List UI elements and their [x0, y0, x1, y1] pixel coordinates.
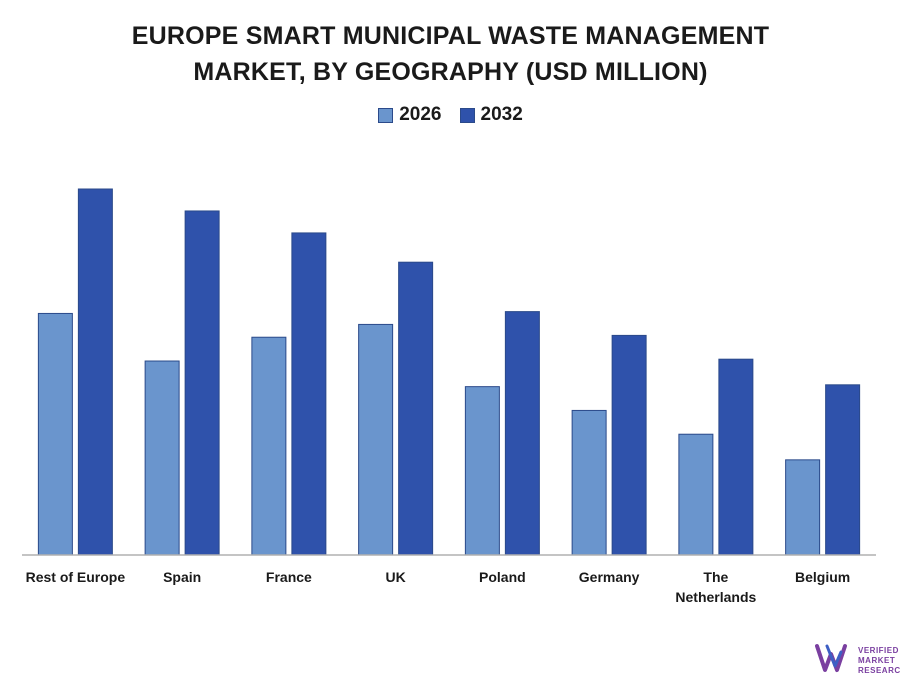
bar-2032-belgium	[825, 384, 861, 556]
x-tick-label-the-netherlands: The Netherlands	[675, 569, 756, 605]
bar-2032-germany	[611, 334, 647, 556]
bar-2026-poland	[464, 386, 500, 556]
bar-2032-france	[291, 232, 327, 556]
bars-group	[37, 188, 861, 556]
x-tick-label-rest-of-europe: Rest of Europe	[26, 569, 126, 585]
legend-item-2032: 2032	[459, 104, 523, 126]
x-tick-label-poland: Poland	[479, 569, 526, 585]
bar-2032-the-netherlands	[718, 358, 754, 556]
x-tick-label-uk: UK	[386, 569, 406, 585]
logo-text-line-2: MARKET	[858, 656, 896, 665]
bar-2026-belgium	[785, 459, 821, 556]
bar-2026-france	[251, 336, 287, 556]
x-tick-label-belgium: Belgium	[795, 569, 850, 585]
bar-2032-uk	[398, 261, 434, 556]
logo-text: VERIFIED MARKET RESEARCH	[858, 646, 901, 676]
legend-item-2026: 2026	[378, 104, 442, 126]
bar-2026-spain	[144, 360, 180, 556]
bar-2032-poland	[504, 311, 540, 556]
legend-label-2032: 2032	[480, 104, 523, 125]
x-tick-label-germany: Germany	[579, 569, 640, 585]
x-tick-label-spain: Spain	[163, 569, 201, 585]
legend: 2026 2032	[0, 104, 901, 126]
legend-label-2026: 2026	[399, 104, 442, 125]
bar-2032-spain	[184, 210, 220, 556]
bar-2026-the-netherlands	[678, 433, 714, 556]
bar-2026-uk	[358, 323, 394, 556]
legend-swatch-2032	[459, 107, 475, 123]
logo-text-line-3: RESEARCH	[858, 666, 901, 675]
x-tick-labels: Rest of Europe Spain France UK Poland Germany…	[26, 569, 851, 605]
logo-icon	[815, 644, 847, 672]
bar-2026-rest-of-europe	[37, 312, 73, 556]
chart-title-line-2: MARKET, BY GEOGRAPHY (USD MILLION)	[193, 58, 708, 86]
x-tick-label-france: France	[266, 569, 312, 585]
bar-2032-rest-of-europe	[77, 188, 113, 556]
logo-text-line-1: VERIFIED	[858, 646, 899, 655]
bar-2026-germany	[571, 409, 607, 556]
chart-title: EUROPE SMART MUNICIPAL WASTE MANAGEMENT …	[0, 18, 901, 90]
legend-swatch-2026	[378, 107, 394, 123]
chart-title-line-1: EUROPE SMART MUNICIPAL WASTE MANAGEMENT	[131, 22, 770, 50]
